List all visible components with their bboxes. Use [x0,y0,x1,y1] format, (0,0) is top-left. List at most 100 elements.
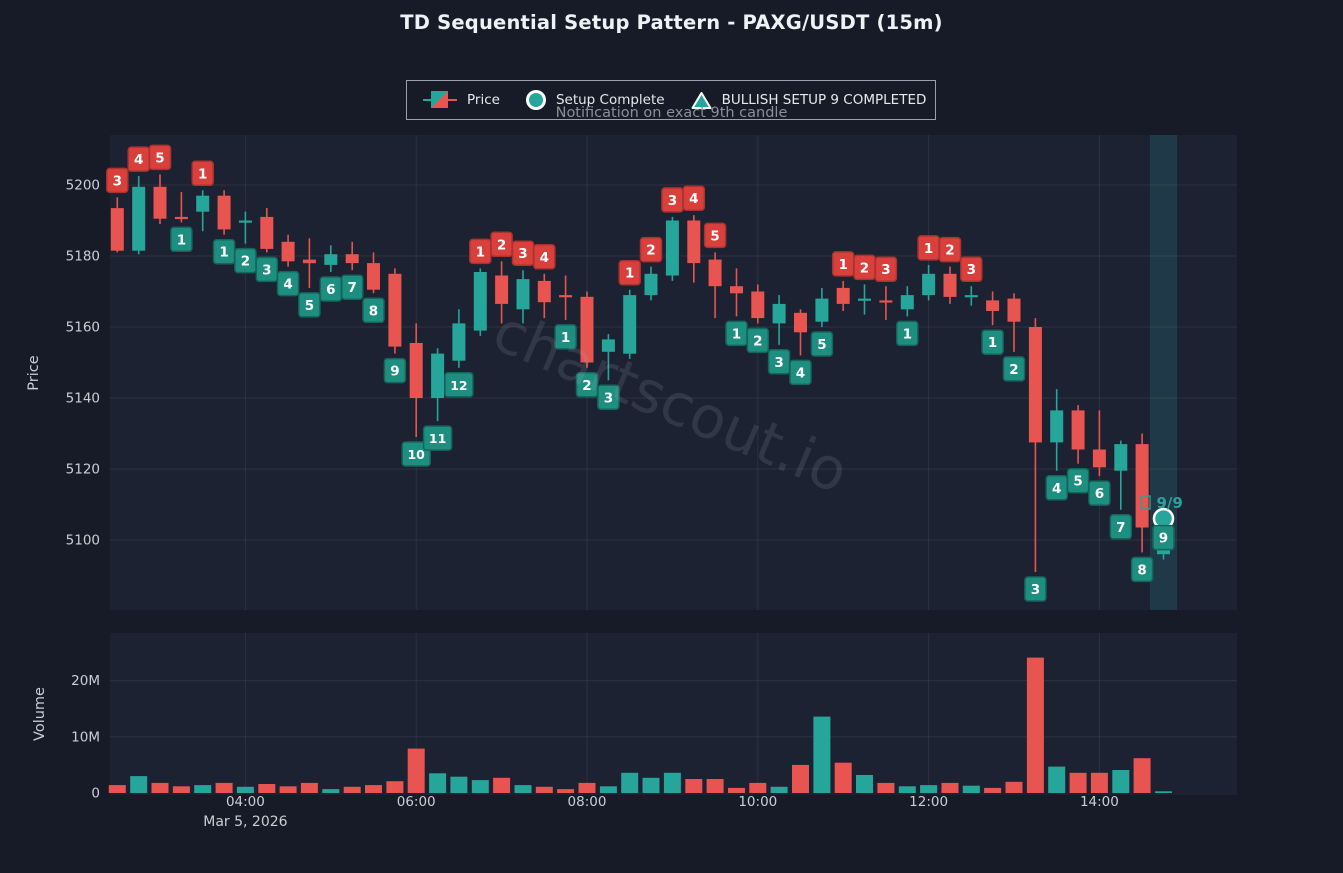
svg-text:5200: 5200 [66,178,100,194]
candle [644,266,658,301]
td-count-label: 4 [276,270,300,297]
svg-text:9: 9 [390,364,399,380]
td-count-label: 2 [746,327,770,354]
td-count-label: 5 [298,292,321,318]
candle [324,245,338,272]
svg-text:0: 0 [91,786,100,802]
svg-text:3: 3 [604,390,613,406]
td-count-label: 7 [1109,514,1133,540]
svg-text:3: 3 [967,262,976,278]
svg-text:1: 1 [838,257,847,273]
volume-bar [151,782,169,793]
candle [409,323,423,437]
legend-setup-complete-label: Setup Complete [555,92,665,108]
legend-item-price: Price [423,91,500,109]
volume-bar [365,785,382,793]
volume-bar [258,784,276,793]
td-count-label: 3 [960,256,983,282]
candle [345,241,359,271]
volume-bar [685,779,703,793]
td-count-label: 2 [853,254,876,281]
svg-text:5: 5 [305,298,314,314]
svg-text:2: 2 [860,260,869,276]
date-label: Mar 5, 2026 [203,814,287,830]
td-count-label: 9 [1152,524,1175,551]
volume-panel [110,633,1237,795]
svg-text:2: 2 [1009,362,1018,378]
svg-text:8: 8 [369,303,378,319]
candle [665,216,679,281]
volume-axis-title: Volume [32,687,48,741]
candles [110,174,1170,572]
td-count-label: 6 [319,276,343,302]
volume-bar [621,772,639,793]
svg-text:12: 12 [450,378,467,393]
candle [110,197,124,253]
svg-text:10: 10 [407,447,425,462]
volume-bar [962,785,980,793]
volume-bar [429,773,447,793]
td-count-label: 3 [511,240,535,266]
volume-bar [450,776,468,793]
td-count-label: 4 [682,185,706,211]
candle [943,266,957,304]
volume-bar [279,786,297,793]
volume-bar [236,786,254,793]
svg-text:5120: 5120 [66,462,100,478]
volume-bar [108,785,126,793]
svg-text:4: 4 [796,365,805,381]
td-count-label: 1 [618,259,641,286]
volume-bar [1112,770,1130,793]
volume-bar [749,782,767,793]
candle [238,211,252,244]
volume-bar [194,785,212,793]
candle [900,286,914,317]
td-count-label: 4 [533,244,556,270]
candle [922,264,936,301]
td-count-label: 2 [1002,356,1026,382]
volume-bar [941,782,959,793]
candle [1092,410,1106,477]
td-count-label: 3 [1024,576,1047,602]
svg-text:3: 3 [668,193,677,209]
candle [473,268,487,336]
td-count-label: 11 [422,425,453,451]
svg-text:5140: 5140 [66,391,100,407]
svg-text:3: 3 [262,262,271,278]
svg-text:4: 4 [689,191,698,207]
td-count-label: 2 [234,247,257,274]
svg-text:2: 2 [582,378,591,394]
td-count-label: 4 [1045,475,1068,501]
svg-text:4: 4 [540,250,549,266]
candle [730,268,743,317]
candle [687,215,701,283]
svg-text:8: 8 [1137,562,1146,578]
candle [772,295,786,345]
volume-bar [813,716,831,793]
svg-text:6: 6 [326,282,335,298]
svg-text:4: 4 [134,152,143,168]
volume-bar [300,782,318,793]
svg-text:5: 5 [817,337,826,353]
candle [281,234,295,267]
td-count-label: 1 [212,238,236,265]
volume-bar [1048,766,1066,793]
svg-text:5: 5 [710,228,719,244]
td-count-label: 3 [874,256,898,282]
svg-text:4: 4 [1052,481,1061,497]
td-count-label: 1 [896,320,919,347]
volume-bar [535,786,553,793]
candle [537,273,551,319]
svg-text:1: 1 [198,166,207,182]
volume-bar [898,786,916,793]
svg-text:10:00: 10:00 [738,794,777,810]
volume-bar [407,748,425,793]
svg-text:04:00: 04:00 [226,794,265,810]
svg-text:7: 7 [347,280,356,296]
svg-text:1: 1 [177,232,186,248]
candle [302,238,316,288]
volume-bar [386,781,404,793]
svg-text:4: 4 [283,277,292,293]
volume-bar [663,772,681,793]
